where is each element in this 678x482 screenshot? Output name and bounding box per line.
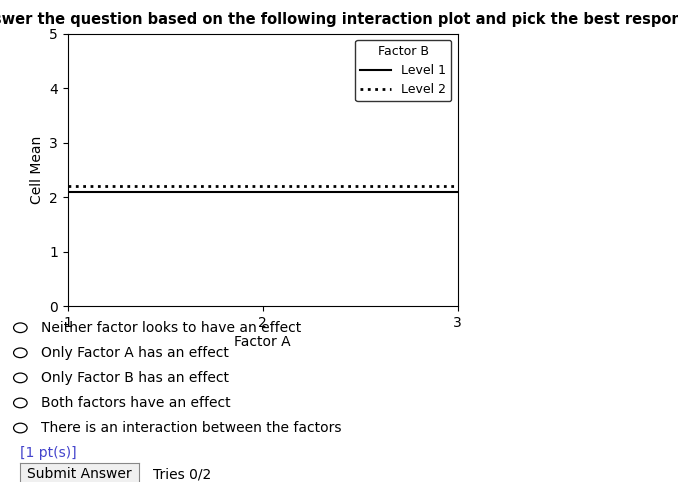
Text: Only Factor B has an effect: Only Factor B has an effect <box>41 371 228 385</box>
Text: Both factors have an effect: Both factors have an effect <box>41 396 231 410</box>
Text: Tries 0/2: Tries 0/2 <box>153 467 211 482</box>
Text: [1 pt(s)]: [1 pt(s)] <box>20 446 77 460</box>
Text: Answer the question based on the following interaction plot and pick the best re: Answer the question based on the followi… <box>0 12 678 27</box>
Text: There is an interaction between the factors: There is an interaction between the fact… <box>41 421 341 435</box>
X-axis label: Factor A: Factor A <box>235 335 291 349</box>
Text: Only Factor A has an effect: Only Factor A has an effect <box>41 346 228 360</box>
Text: Submit Answer: Submit Answer <box>27 467 132 482</box>
Text: Neither factor looks to have an effect: Neither factor looks to have an effect <box>41 321 301 335</box>
Y-axis label: Cell Mean: Cell Mean <box>30 136 43 204</box>
Legend: Level 1, Level 2: Level 1, Level 2 <box>355 40 452 102</box>
